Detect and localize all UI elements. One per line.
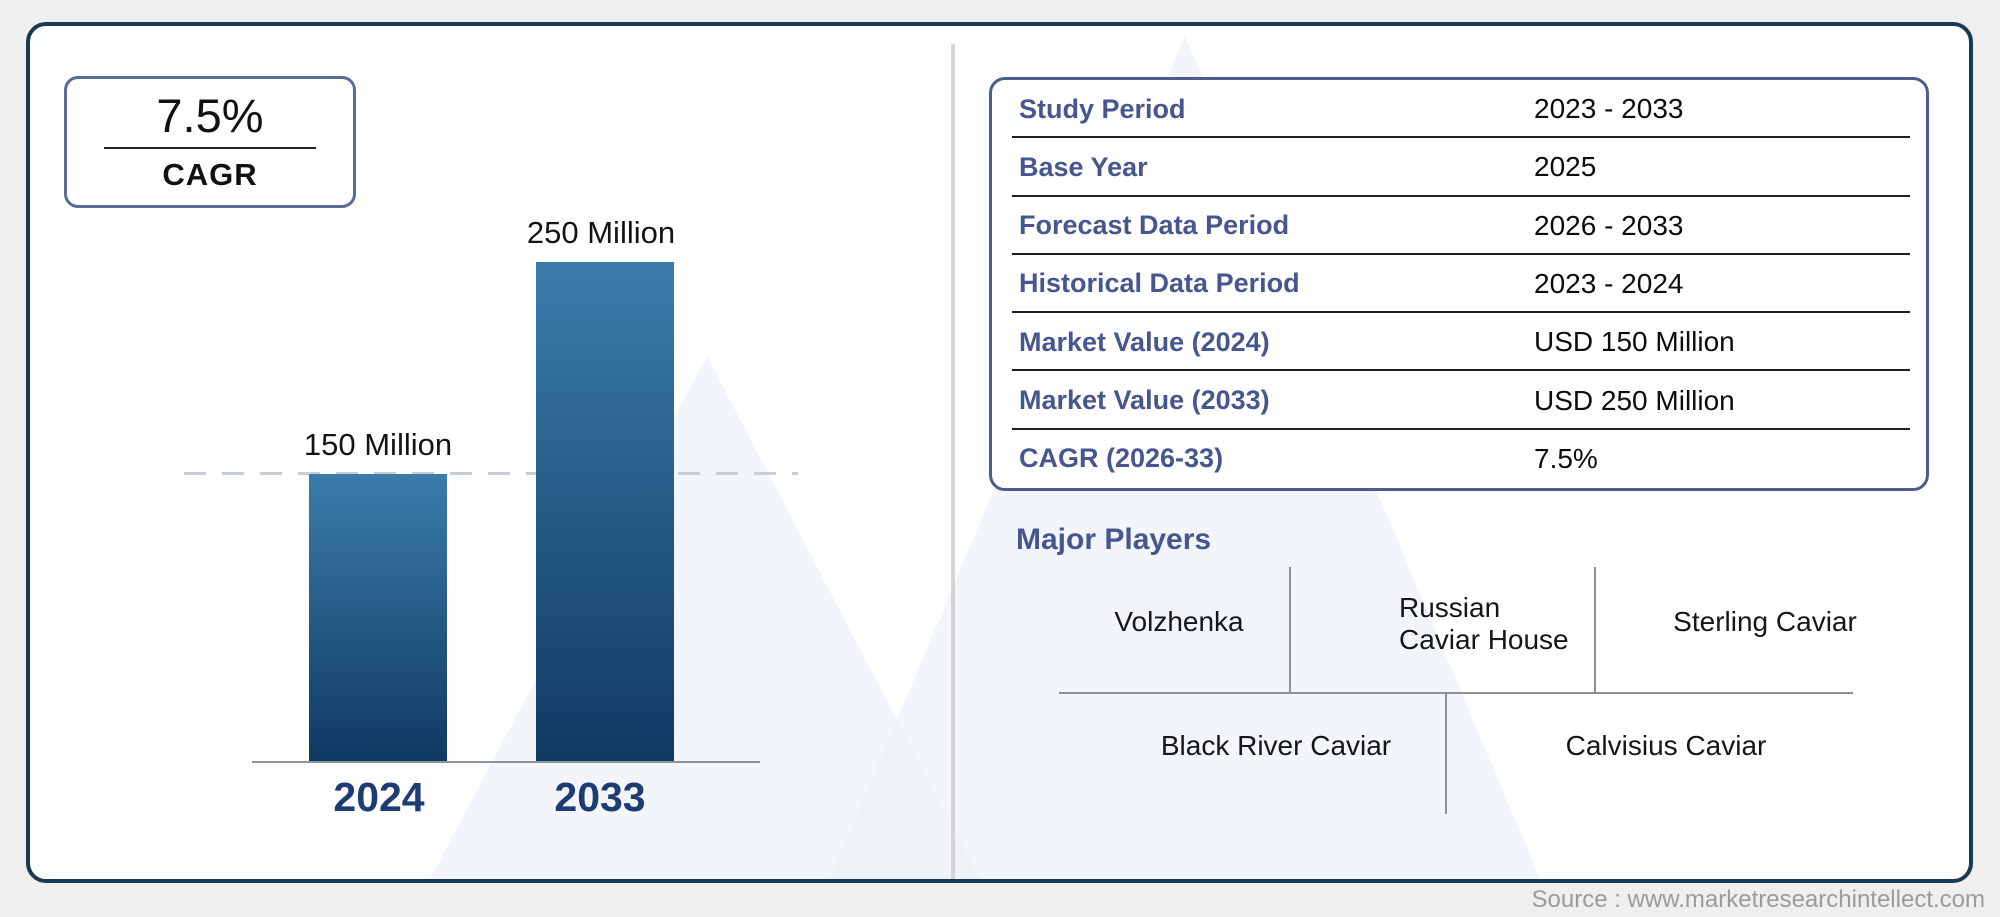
bar-value-label-2024: 150 Million [303, 427, 453, 462]
player-russian-caviar-house: Russian Caviar House [1399, 592, 1569, 656]
row-value: 2023 - 2024 [1534, 267, 1684, 299]
row-label: Market Value (2033) [1019, 385, 1270, 416]
row-label: Study Period [1019, 93, 1186, 124]
player-volzhenka: Volzhenka [1114, 606, 1244, 637]
table-row: CAGR (2026-33) 7.5% [992, 430, 1926, 488]
player-calvisius-caviar: Calvisius Caviar [1565, 730, 1767, 761]
row-value: 2023 - 2033 [1534, 93, 1684, 125]
reference-dashed-line [184, 472, 798, 475]
table-row: Study Period 2023 - 2033 [992, 80, 1926, 139]
cagr-value: 7.5% [156, 88, 264, 142]
table-row: Market Value (2033) USD 250 Million [992, 371, 1926, 430]
bar-2024 [309, 474, 447, 761]
x-axis-line [252, 761, 760, 763]
section-divider [951, 44, 955, 879]
cagr-badge: 7.5% CAGR [64, 76, 356, 208]
table-row: Base Year 2025 [992, 138, 1926, 197]
row-value: 2025 [1534, 151, 1597, 183]
row-label: Market Value (2024) [1019, 326, 1270, 357]
x-tick-2024: 2024 [333, 774, 425, 820]
table-row: Historical Data Period 2023 - 2024 [992, 255, 1926, 314]
players-grid-vline-1 [1289, 567, 1291, 692]
cagr-label: CAGR [162, 157, 258, 193]
player-black-river-caviar: Black River Caviar [1160, 730, 1392, 761]
row-label: Historical Data Period [1019, 268, 1300, 299]
row-label: Forecast Data Period [1019, 210, 1290, 241]
badge-divider [104, 147, 316, 150]
row-value: USD 250 Million [1534, 384, 1735, 416]
players-grid-vline-3 [1445, 694, 1447, 814]
major-players-title: Major Players [1016, 523, 1212, 556]
row-value: 2026 - 2033 [1534, 209, 1684, 241]
row-label: CAGR (2026-33) [1019, 443, 1224, 474]
row-value: USD 150 Million [1534, 326, 1735, 358]
row-label: Base Year [1019, 151, 1148, 182]
bar-2033 [536, 262, 674, 761]
x-tick-2033: 2033 [554, 774, 646, 820]
table-row: Forecast Data Period 2026 - 2033 [992, 197, 1926, 256]
study-info-table: Study Period 2023 - 2033 Base Year 2025 … [989, 77, 1929, 491]
players-grid-vline-2 [1594, 567, 1596, 692]
table-row: Market Value (2024) USD 150 Million [992, 313, 1926, 372]
source-attribution: Source : www.marketresearchintellect.com [1531, 886, 1986, 913]
bar-value-label-2033: 250 Million [526, 215, 676, 250]
players-grid-hline [1059, 692, 1853, 694]
row-value: 7.5% [1534, 442, 1598, 474]
player-sterling-caviar: Sterling Caviar [1673, 606, 1857, 637]
infographic-panel: 7.5% CAGR 150 Million 250 Million 2024 2… [26, 22, 1973, 883]
